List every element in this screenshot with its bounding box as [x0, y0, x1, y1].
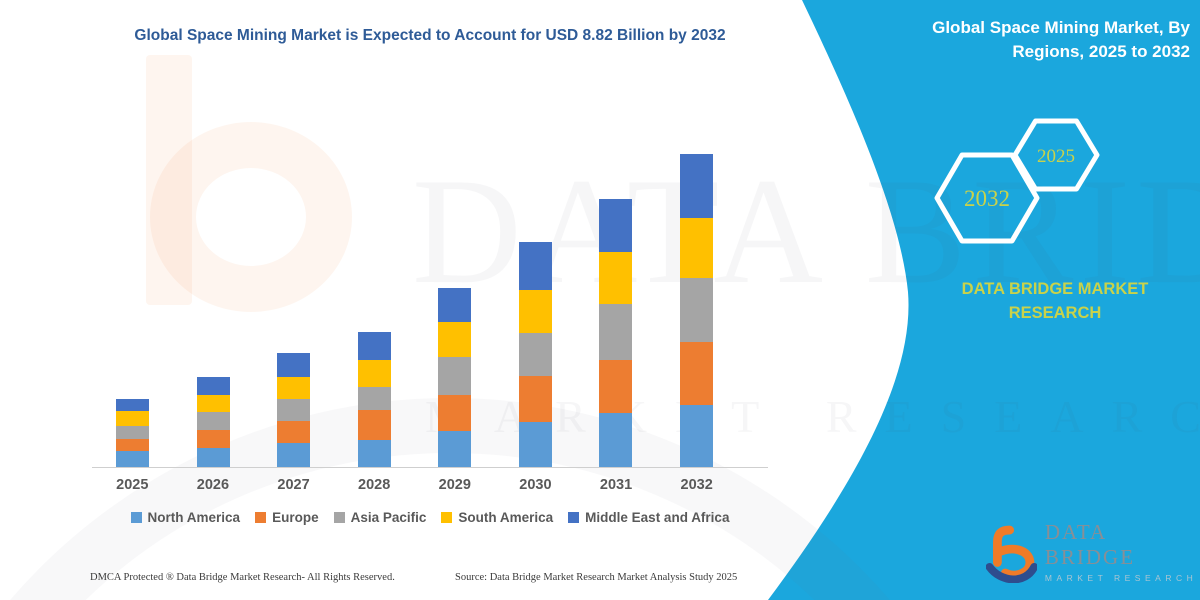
segment-asia-pacific[interactable]: [438, 357, 472, 395]
segment-south-america[interactable]: [438, 321, 472, 358]
x-axis-line: [92, 467, 768, 468]
x-axis-label-2028: 2028: [358, 477, 391, 493]
hexagon-2032-shape: [934, 152, 1040, 244]
databridge-logo: DATA BRIDGE MARKET RESEARCH: [986, 520, 1200, 583]
segment-north-america[interactable]: [518, 422, 552, 467]
segment-south-america[interactable]: [196, 394, 230, 412]
segment-europe[interactable]: [277, 420, 311, 443]
segment-south-america[interactable]: [357, 359, 391, 387]
segment-north-america[interactable]: [277, 442, 311, 467]
bar-2025[interactable]: [116, 398, 149, 467]
logo-name-text: DATA BRIDGE: [1044, 520, 1136, 569]
segment-south-america[interactable]: [116, 410, 149, 426]
segment-north-america[interactable]: [196, 447, 230, 467]
segment-north-america[interactable]: [116, 451, 149, 467]
segment-middle-east-and-africa[interactable]: [357, 332, 391, 360]
segment-europe[interactable]: [116, 438, 149, 451]
x-axis-label-2031: 2031: [599, 477, 633, 493]
bar-2028[interactable]: [357, 332, 391, 467]
databridge-logo-icon: [986, 525, 1037, 583]
bar-2029[interactable]: [438, 288, 472, 467]
legend-marker: [333, 512, 345, 523]
sidebar-brand-text: DATA BRIDGE MARKET RESEARCH: [961, 280, 1149, 322]
segment-south-america[interactable]: [599, 251, 633, 305]
legend-label: Middle East and Africa: [585, 510, 730, 525]
logo-sub-text: MARKET RESEARCH: [1044, 573, 1198, 583]
bar-2031[interactable]: [599, 198, 633, 467]
segment-middle-east-and-africa[interactable]: [518, 242, 552, 290]
bar-2027[interactable]: [277, 353, 311, 467]
bar-2026[interactable]: [196, 376, 230, 467]
sidebar-heading: Global Space Mining Market, By Regions, …: [932, 18, 1190, 61]
hexagon-2032-label: 2032: [964, 186, 1010, 211]
watermark-text-marketresearch: MARKET RESEARCH: [425, 391, 1200, 442]
legend-marker: [568, 512, 580, 523]
segment-europe[interactable]: [679, 341, 713, 406]
legend-label: Europe: [272, 510, 319, 525]
segment-middle-east-and-africa[interactable]: [116, 398, 149, 411]
legend-marker: [441, 512, 453, 523]
x-axis-label-2026: 2026: [196, 477, 230, 493]
legend-item-europe[interactable]: Europe: [255, 510, 319, 525]
segment-middle-east-and-africa[interactable]: [599, 198, 633, 252]
x-axis-labels: 2025 2026 2027 2028 2029 2030 2031 2032: [92, 477, 737, 493]
x-axis-label-2030: 2030: [519, 477, 552, 493]
segment-south-america[interactable]: [277, 377, 311, 399]
segment-north-america[interactable]: [438, 430, 472, 467]
segment-south-america[interactable]: [518, 289, 552, 333]
segment-north-america[interactable]: [599, 413, 633, 467]
legend-item-middle-east-and-africa[interactable]: Middle East and Africa: [568, 510, 729, 525]
stacked-bar-chart: [92, 0, 737, 467]
bar-2030[interactable]: [518, 242, 552, 467]
segment-europe[interactable]: [357, 409, 391, 441]
segment-asia-pacific[interactable]: [599, 304, 633, 361]
segment-europe[interactable]: [518, 376, 552, 423]
segment-asia-pacific[interactable]: [116, 425, 149, 439]
legend-item-asia-pacific[interactable]: Asia Pacific: [333, 510, 427, 525]
legend-item-south-america[interactable]: South America: [441, 510, 553, 525]
legend-marker: [255, 512, 267, 523]
x-axis-label-2032: 2032: [680, 477, 713, 493]
segment-north-america[interactable]: [357, 440, 391, 467]
x-axis-label-2027: 2027: [277, 477, 310, 493]
segment-north-america[interactable]: [679, 405, 713, 467]
year-hexagons: 2032 2025: [934, 118, 1100, 244]
legend-label: South America: [458, 510, 554, 525]
segment-europe[interactable]: [196, 430, 230, 448]
segment-middle-east-and-africa[interactable]: [277, 353, 311, 378]
chart-legend: North America Europe Asia Pacific South Ame…: [92, 510, 768, 525]
x-axis-label-2025: 2025: [116, 477, 149, 493]
segment-asia-pacific[interactable]: [679, 278, 713, 342]
segment-asia-pacific[interactable]: [518, 332, 552, 377]
segment-south-america[interactable]: [679, 217, 713, 279]
segment-middle-east-and-africa[interactable]: [679, 154, 713, 218]
legend-item-north-america[interactable]: North America: [130, 510, 241, 525]
segment-asia-pacific[interactable]: [196, 411, 230, 431]
bar-2032[interactable]: [679, 154, 713, 467]
segment-asia-pacific[interactable]: [277, 398, 311, 421]
x-axis-label-2029: 2029: [438, 477, 471, 493]
legend-marker: [130, 512, 142, 523]
chart-title: Global Space Mining Market is Expected t…: [134, 27, 726, 44]
footer-source-text: Source: Data Bridge Market Research Mark…: [455, 572, 738, 583]
hexagon-2025-shape: [1012, 118, 1100, 192]
segment-europe[interactable]: [438, 394, 472, 431]
segment-middle-east-and-africa[interactable]: [438, 288, 472, 322]
legend-label: Asia Pacific: [350, 510, 427, 525]
segment-europe[interactable]: [599, 360, 633, 413]
legend-label: North America: [147, 510, 241, 525]
segment-asia-pacific[interactable]: [357, 386, 391, 410]
hexagon-2025-label: 2025: [1037, 146, 1075, 167]
segment-middle-east-and-africa[interactable]: [196, 376, 230, 395]
footer-dmca-text: DMCA Protected ® Data Bridge Market Rese…: [90, 572, 395, 583]
